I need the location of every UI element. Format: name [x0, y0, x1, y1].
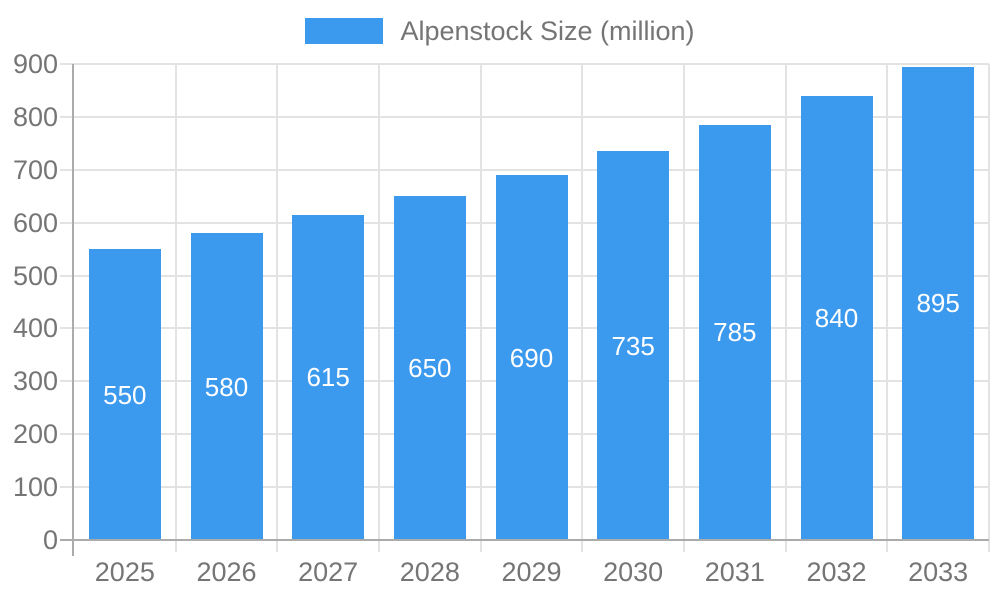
- x-axis-label: 2028: [399, 557, 460, 587]
- gridline-vertical: [988, 64, 990, 552]
- bar-value-label: 785: [713, 317, 757, 348]
- legend-swatch-icon: [305, 18, 384, 44]
- bar-value-label: 895: [916, 288, 960, 319]
- gridline-vertical: [683, 64, 685, 552]
- x-axis-label: 2030: [603, 557, 664, 587]
- y-axis-label: 600: [12, 207, 58, 238]
- x-axis-label: 2026: [196, 557, 257, 587]
- y-axis-label: 400: [12, 313, 58, 344]
- gridline-vertical: [479, 64, 482, 552]
- y-axis-label: 200: [12, 419, 58, 450]
- x-axis-label: 2031: [704, 557, 765, 587]
- x-axis-label: 2033: [908, 557, 969, 587]
- gridline-vertical: [174, 64, 177, 552]
- gridline-horizontal: [60, 168, 989, 171]
- bar-value-label: 550: [103, 379, 147, 410]
- bar-2032[interactable]: [800, 95, 873, 540]
- y-axis-line: [72, 64, 74, 556]
- y-axis-label: 0: [42, 525, 58, 555]
- bar-2031[interactable]: [698, 124, 771, 540]
- bar-value-label: 735: [611, 330, 655, 361]
- y-axis-label: 500: [12, 260, 58, 291]
- y-axis-label: 700: [12, 154, 58, 185]
- gridline-vertical: [276, 64, 279, 552]
- gridline-horizontal: [60, 115, 989, 118]
- legend-label: Alpenstock Size (million): [400, 16, 695, 46]
- x-axis-label: 2032: [806, 557, 867, 587]
- bar-value-label: 690: [509, 342, 554, 373]
- bar-2030[interactable]: [597, 151, 670, 540]
- bar-2029[interactable]: [495, 175, 568, 540]
- y-axis-label: 900: [12, 49, 58, 79]
- bar-value-label: 840: [814, 302, 859, 333]
- y-axis-label: 300: [12, 366, 58, 397]
- gridline-vertical: [378, 64, 380, 552]
- bar-2033[interactable]: [902, 66, 975, 540]
- bar-value-label: 650: [408, 353, 452, 384]
- bar-2028[interactable]: [393, 196, 466, 540]
- x-axis-label: 2027: [298, 557, 359, 587]
- y-axis-label: 100: [12, 472, 58, 503]
- legend[interactable]: Alpenstock Size (million): [0, 16, 1000, 46]
- x-axis-label: 2025: [94, 557, 155, 587]
- x-axis-label: 2029: [501, 557, 562, 587]
- bar-value-label: 580: [204, 371, 249, 402]
- gridline-horizontal: [60, 63, 989, 65]
- bar-value-label: 615: [306, 362, 350, 393]
- y-axis-label: 800: [12, 101, 58, 132]
- bar-2027[interactable]: [292, 214, 365, 540]
- gridline-vertical: [886, 64, 889, 552]
- gridline-vertical: [784, 64, 787, 552]
- gridline-vertical: [581, 64, 584, 552]
- bar-2025[interactable]: [88, 249, 161, 540]
- bar-2026[interactable]: [190, 233, 263, 540]
- x-axis-line: [60, 539, 989, 541]
